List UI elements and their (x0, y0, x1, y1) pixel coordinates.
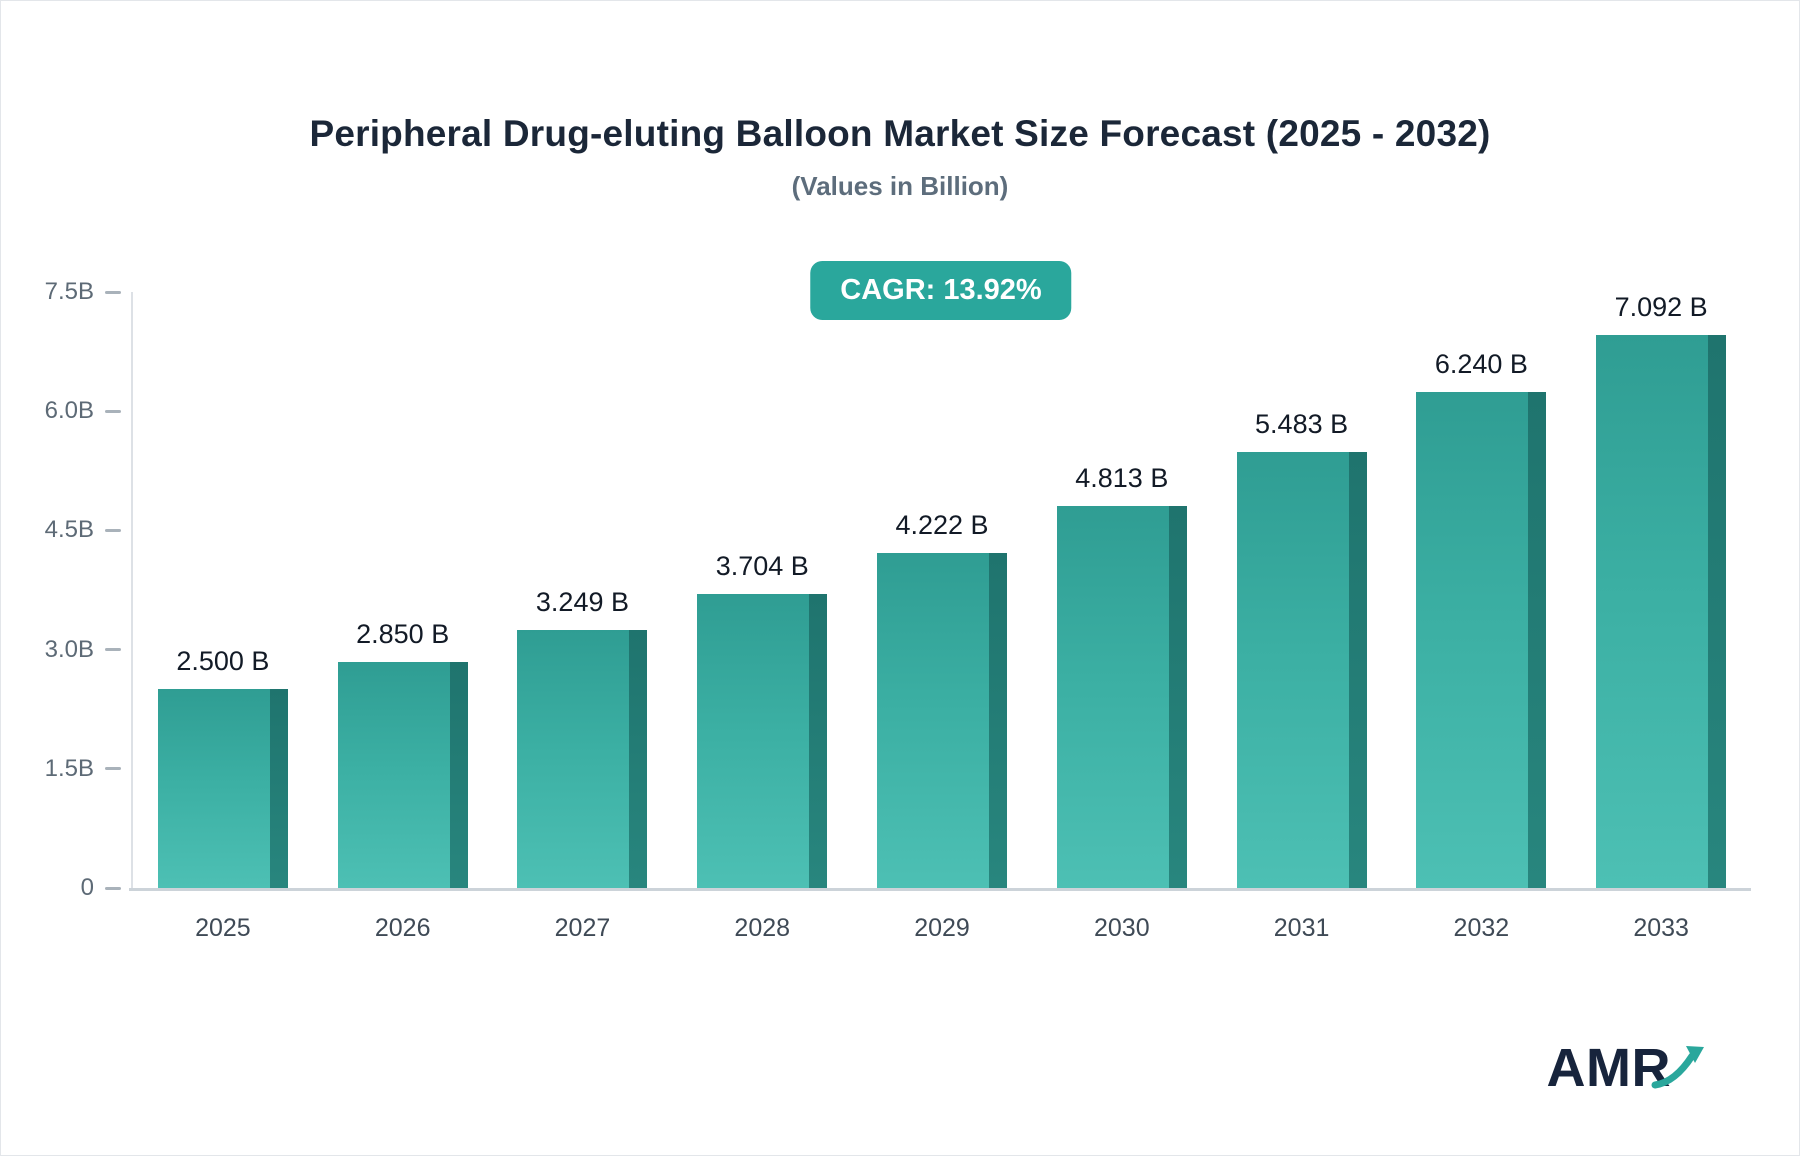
bar-front-face (337, 661, 450, 888)
bar-value-label: 2.850 B (356, 618, 450, 649)
bar-side-face (1348, 452, 1367, 888)
bar (1596, 335, 1727, 888)
bar (517, 629, 648, 888)
bar-slot: 2.500 B 2025 (133, 292, 313, 942)
bar-slot: 4.222 B 2029 (852, 292, 1032, 942)
y-tick-label: 1.5B (44, 754, 94, 782)
y-tick-mark (105, 290, 121, 294)
x-axis-category-label: 2029 (914, 914, 970, 942)
bar-side-face (989, 552, 1008, 888)
x-axis-category-label: 2027 (554, 914, 611, 942)
bar-value-label: 4.222 B (895, 509, 989, 540)
x-axis-category-label: 2030 (1093, 914, 1150, 942)
bar-side-face (449, 661, 468, 888)
x-axis-category-label: 2032 (1453, 914, 1510, 942)
bar-front-face (877, 552, 990, 888)
bar-front-face (1236, 452, 1349, 888)
bar (1416, 392, 1547, 888)
chart-subtitle: (Values in Billion) (791, 171, 1009, 201)
y-tick: 1.5B (45, 755, 121, 783)
y-tick: 4.5B (45, 516, 121, 544)
y-tick-mark (105, 767, 121, 771)
bar-side-face (1168, 505, 1187, 888)
y-tick: 0 (81, 874, 121, 902)
bar-slot: 7.092 B 2033 (1571, 292, 1751, 942)
x-axis-category-label: 2033 (1633, 914, 1689, 942)
x-axis-category-label: 2028 (734, 914, 791, 942)
bar-side-face (1528, 392, 1547, 888)
bar-front-face (1596, 335, 1709, 888)
amr-logo-text: AMR (1546, 1038, 1671, 1098)
amr-logo-arrow-icon (1651, 1046, 1704, 1089)
bar (1056, 505, 1187, 888)
plot-area: 7.5B 6.0B 4.5B 3.0B 1.5B 0 2.500 B 2025 2.850 B… (45, 278, 1751, 942)
bar-front-face (1056, 505, 1169, 888)
bar-side-face (269, 689, 288, 888)
bar (697, 593, 828, 888)
bar (1236, 452, 1367, 888)
y-tick-label: 6.0B (44, 397, 94, 425)
bars-container: 2.500 B 2025 2.850 B 2026 3.249 B 2027 3.704 B… (133, 292, 1751, 942)
chart-title: Peripheral Drug-eluting Balloon Market S… (309, 113, 1491, 154)
bar-slot: 4.813 B 2030 (1032, 292, 1212, 942)
y-tick-label: 4.5B (44, 516, 94, 544)
cagr-badge: CAGR: 13.92% (810, 261, 1072, 320)
bar (877, 552, 1008, 888)
bar-front-face (517, 629, 630, 888)
y-tick-mark (105, 648, 121, 652)
bar-value-label: 4.813 B (1075, 462, 1169, 493)
bar-front-face (697, 593, 810, 888)
x-axis-line (129, 888, 1751, 891)
y-tick-mark (105, 409, 121, 413)
x-axis-category-label: 2031 (1273, 914, 1330, 942)
bar-front-face (1416, 392, 1529, 888)
bar-front-face (157, 689, 270, 888)
y-tick: 7.5B (45, 278, 121, 306)
bar (157, 689, 288, 888)
bar-slot: 3.249 B 2027 (493, 292, 673, 942)
amr-logo: AMR (1547, 1041, 1707, 1095)
bar-value-label: 5.483 B (1255, 409, 1349, 440)
bar-slot: 2.850 B 2026 (313, 292, 493, 942)
y-tick-label: 3.0B (44, 635, 94, 663)
bar-side-face (809, 593, 828, 888)
bar-side-face (629, 629, 648, 888)
y-tick-mark (105, 528, 121, 532)
y-tick: 6.0B (45, 397, 121, 425)
y-axis-line (131, 292, 133, 888)
bar-value-label: 7.092 B (1614, 292, 1708, 322)
bar-slot: 3.704 B 2028 (672, 292, 852, 942)
bar (337, 661, 468, 888)
bar-value-label: 6.240 B (1434, 349, 1528, 380)
x-axis-category-label: 2026 (374, 914, 431, 942)
bar-value-label: 2.500 B (176, 646, 270, 677)
bar-slot: 6.240 B 2032 (1391, 292, 1571, 942)
bar-value-label: 3.704 B (715, 550, 809, 581)
y-axis: 7.5B 6.0B 4.5B 3.0B 1.5B 0 (1, 278, 121, 901)
y-tick-mark (105, 886, 121, 890)
y-tick-label: 7.5B (44, 278, 94, 305)
x-axis-category-label: 2025 (195, 914, 251, 942)
bar-side-face (1708, 335, 1727, 888)
bar-value-label: 3.249 B (535, 586, 629, 617)
y-tick: 3.0B (45, 636, 121, 664)
bar-slot: 5.483 B 2031 (1212, 292, 1392, 942)
y-tick-label: 0 (80, 874, 94, 901)
